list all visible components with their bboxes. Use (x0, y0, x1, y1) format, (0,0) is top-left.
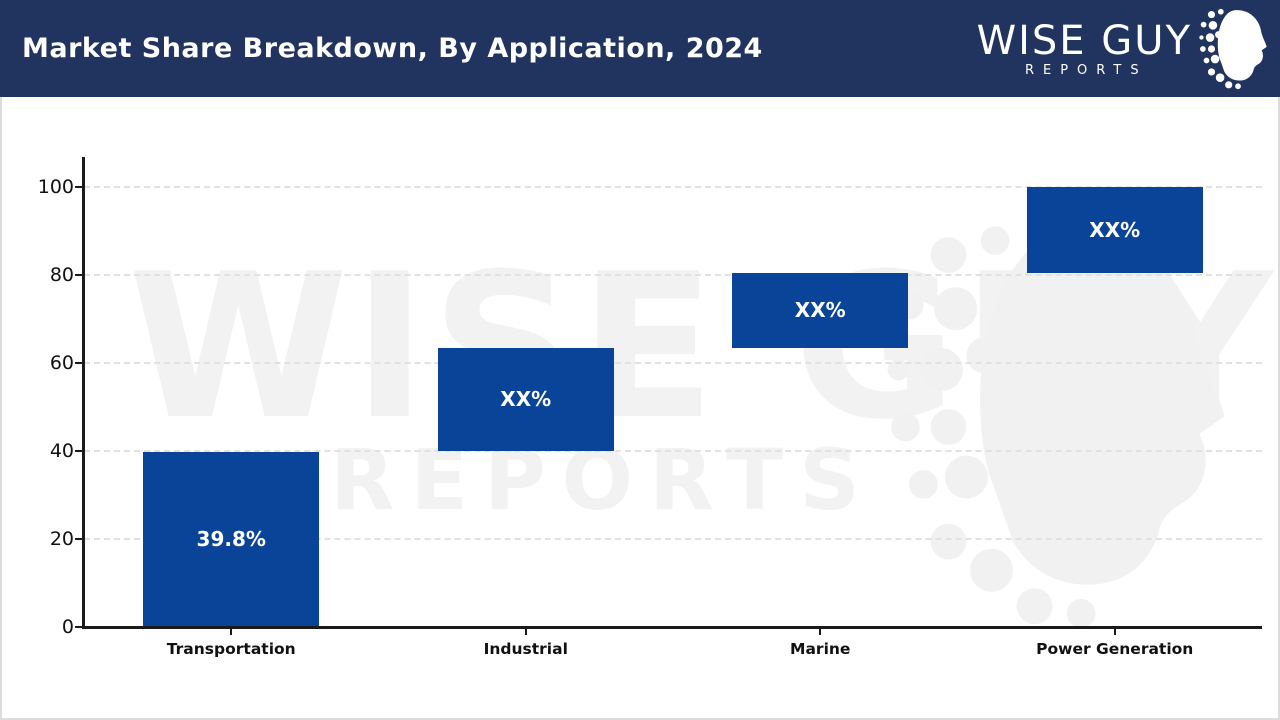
bar-industrial: XX% (437, 347, 614, 451)
x-axis-line (82, 626, 1262, 629)
gridline (84, 450, 1262, 452)
bar-value-label: XX% (500, 387, 552, 412)
page-title: Market Share Breakdown, By Application, … (22, 33, 763, 64)
x-tick-label: Marine (790, 640, 851, 658)
wiseguy-logo: WISE GUY REPORTS (977, 6, 1280, 92)
wiseguy-logo-text: WISE GUY REPORTS (977, 21, 1192, 77)
bar-power-generation: XX% (1026, 187, 1203, 273)
y-axis-tick (75, 538, 84, 540)
bar-transportation: 39.8% (143, 451, 320, 627)
x-tick-label: Transportation (166, 640, 296, 658)
header-bar: Market Share Breakdown, By Application, … (0, 0, 1280, 97)
y-tick-label: 40 (49, 440, 74, 462)
bar-value-label: XX% (794, 298, 846, 323)
y-axis-tick (75, 186, 84, 188)
x-tick-label: Industrial (483, 640, 568, 658)
gridline (84, 186, 1262, 188)
y-tick-label: 20 (49, 528, 74, 550)
y-tick-label: 100 (37, 176, 74, 198)
y-tick-label: 0 (61, 616, 74, 638)
wiseguy-head-icon (1199, 8, 1267, 89)
x-axis-tick (1113, 628, 1116, 635)
gridline (84, 538, 1262, 540)
gridline (84, 362, 1262, 364)
y-tick-label: 60 (49, 352, 74, 374)
plot-area: 0 20 40 60 80 100 39.8% Transportation XX% Indust… (0, 97, 1280, 720)
watermark-text: REPORTS (330, 431, 876, 529)
logo-subtitle: REPORTS (1024, 62, 1148, 78)
bar-value-label: 39.8% (196, 527, 266, 552)
y-axis-tick (75, 274, 84, 276)
bar-marine: XX% (732, 272, 909, 348)
y-axis-tick (75, 362, 84, 364)
logo-wordmark: WISE GUY (976, 17, 1192, 64)
bar-value-label: XX% (1089, 217, 1141, 242)
x-axis-tick (230, 628, 233, 635)
gridline (84, 274, 1262, 276)
x-tick-label: Power Generation (1036, 640, 1194, 658)
y-axis-tick (75, 450, 84, 452)
x-axis-tick (819, 628, 822, 635)
y-axis-line (82, 157, 85, 629)
y-axis-tick (75, 626, 84, 628)
x-axis-tick (524, 628, 527, 635)
y-tick-label: 80 (49, 264, 74, 286)
